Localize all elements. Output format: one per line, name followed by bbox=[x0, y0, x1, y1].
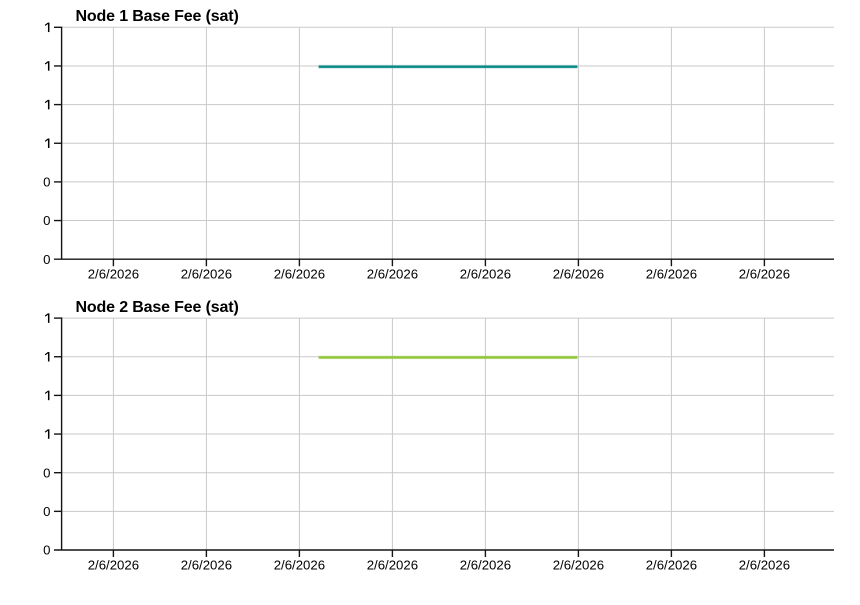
svg-text:2/6/2026: 2/6/2026 bbox=[274, 267, 325, 282]
svg-text:2/6/2026: 2/6/2026 bbox=[274, 557, 325, 572]
svg-text:2/6/2026: 2/6/2026 bbox=[553, 267, 604, 282]
svg-text:2/6/2026: 2/6/2026 bbox=[739, 557, 790, 572]
svg-text:0: 0 bbox=[43, 213, 50, 228]
svg-text:0: 0 bbox=[43, 504, 50, 519]
svg-text:0: 0 bbox=[43, 465, 50, 480]
svg-text:2/6/2026: 2/6/2026 bbox=[646, 267, 697, 282]
svg-text:2/6/2026: 2/6/2026 bbox=[739, 267, 790, 282]
svg-text:0: 0 bbox=[43, 252, 50, 267]
svg-text:2/6/2026: 2/6/2026 bbox=[460, 267, 511, 282]
svg-text:2/6/2026: 2/6/2026 bbox=[181, 557, 232, 572]
svg-text:0: 0 bbox=[43, 543, 50, 558]
svg-text:2/6/2026: 2/6/2026 bbox=[367, 267, 418, 282]
svg-text:2/6/2026: 2/6/2026 bbox=[181, 267, 232, 282]
svg-text:2/6/2026: 2/6/2026 bbox=[646, 557, 697, 572]
svg-text:0: 0 bbox=[43, 175, 50, 190]
svg-text:Node 2 Base Fee (sat): Node 2 Base Fee (sat) bbox=[76, 299, 239, 316]
svg-text:2/6/2026: 2/6/2026 bbox=[553, 557, 604, 572]
svg-text:2/6/2026: 2/6/2026 bbox=[367, 557, 418, 572]
svg-text:2/6/2026: 2/6/2026 bbox=[460, 557, 511, 572]
svg-text:2/6/2026: 2/6/2026 bbox=[88, 267, 139, 282]
svg-text:2/6/2026: 2/6/2026 bbox=[88, 557, 139, 572]
svg-text:Node 1 Base Fee (sat): Node 1 Base Fee (sat) bbox=[76, 8, 239, 25]
